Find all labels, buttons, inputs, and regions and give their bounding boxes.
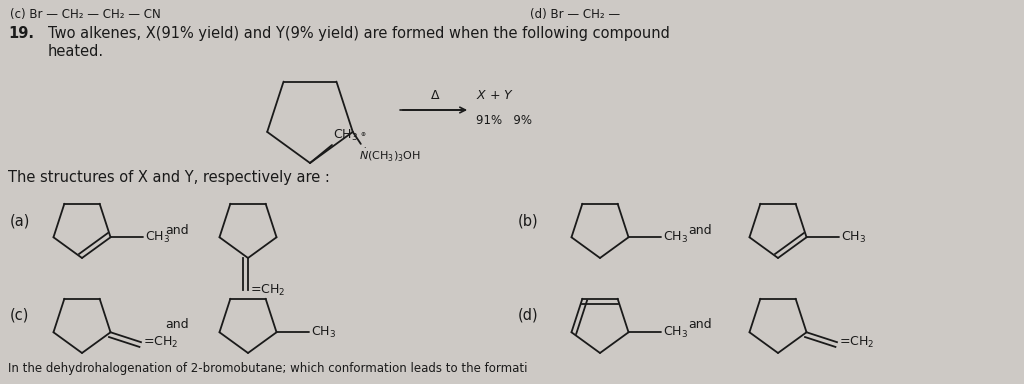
Text: In the dehydrohalogenation of 2-bromobutane; which conformation leads to the for: In the dehydrohalogenation of 2-bromobut… <box>8 362 527 375</box>
Text: (d) Br — CH₂ —: (d) Br — CH₂ — <box>530 8 621 21</box>
Text: CH$_3$: CH$_3$ <box>310 325 336 340</box>
Text: =CH$_2$: =CH$_2$ <box>839 334 874 350</box>
Text: The structures of X and Y, respectively are :: The structures of X and Y, respectively … <box>8 170 330 185</box>
Text: CH$_3$: CH$_3$ <box>663 230 688 245</box>
Text: and: and <box>165 318 188 331</box>
Text: Two alkenes, X​(91% yield) and Y​(9% yield) are formed when the following compou: Two alkenes, X​(91% yield) and Y​(9% yie… <box>48 26 670 41</box>
Text: (c): (c) <box>10 308 30 323</box>
Text: (c) Br — CH₂ — CH₂ — CN: (c) Br — CH₂ — CH₂ — CN <box>10 8 161 21</box>
Text: and: and <box>688 318 712 331</box>
Text: and: and <box>688 223 712 237</box>
Text: $X$ + $Y$: $X$ + $Y$ <box>476 89 514 102</box>
Text: 91%   9%: 91% 9% <box>476 114 532 127</box>
Text: $\Delta$: $\Delta$ <box>430 89 440 102</box>
Text: =CH$_2$: =CH$_2$ <box>143 334 178 350</box>
Text: CH$_3$: CH$_3$ <box>841 230 865 245</box>
Text: 19.: 19. <box>8 26 34 41</box>
Text: CH$_3$: CH$_3$ <box>333 128 358 143</box>
Text: CH$_3$: CH$_3$ <box>144 230 170 245</box>
Text: (a): (a) <box>10 213 31 228</box>
Text: (d): (d) <box>518 308 539 323</box>
Text: heated.: heated. <box>48 44 104 59</box>
Text: $^\oplus$: $^\oplus$ <box>358 131 367 140</box>
Text: =CH$_2$: =CH$_2$ <box>250 283 286 298</box>
Text: CH$_3$: CH$_3$ <box>663 325 688 340</box>
Text: $\dot{N}$(CH$_3$)$_3$OH: $\dot{N}$(CH$_3$)$_3$OH <box>358 146 421 163</box>
Text: and: and <box>165 223 188 237</box>
Text: (b): (b) <box>518 213 539 228</box>
